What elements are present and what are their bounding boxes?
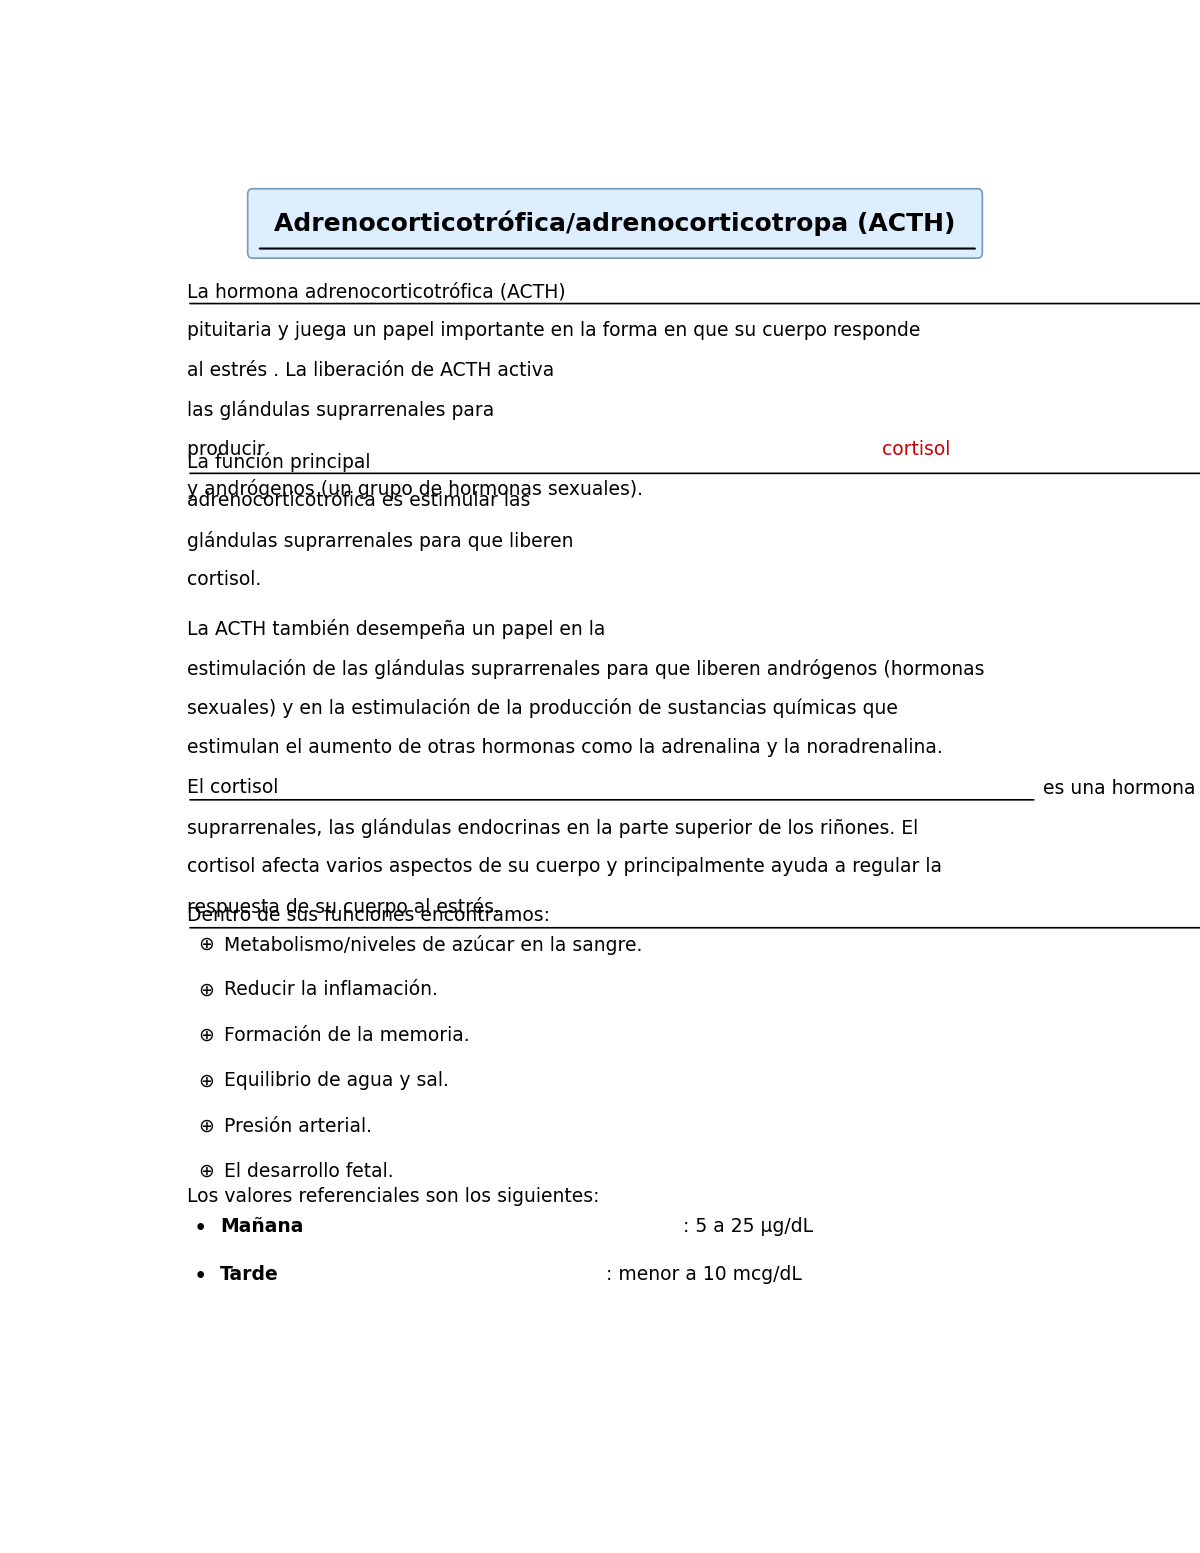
Text: Reducir la inflamación.: Reducir la inflamación. [224,980,438,1000]
Text: Los valores referenciales son los siguientes:: Los valores referenciales son los siguie… [187,1186,600,1207]
Text: es una hormona esteroide que producen y liberan las glándulas: es una hormona esteroide que producen y … [1037,778,1200,798]
Text: Presión arterial.: Presión arterial. [224,1117,372,1135]
Text: : 5 a 25 μg/dL: : 5 a 25 μg/dL [683,1218,814,1236]
Text: al estrés . La liberación de ACTH activa: al estrés . La liberación de ACTH activa [187,360,554,380]
Text: Adrenocorticotrófica/adrenocorticotropa (ACTH): Adrenocorticotrófica/adrenocorticotropa … [275,211,955,236]
Text: respuesta de su cuerpo al estrés.: respuesta de su cuerpo al estrés. [187,896,500,916]
Text: sexuales) y en la estimulación de la producción de sustancias químicas que: sexuales) y en la estimulación de la pro… [187,699,898,717]
Text: La ACTH también desempeña un papel en la: La ACTH también desempeña un papel en la [187,620,606,640]
Text: ⊕: ⊕ [198,1027,214,1045]
Text: El cortisol: El cortisol [187,778,278,797]
Text: y andrógenos (un grupo de hormonas sexuales).: y andrógenos (un grupo de hormonas sexua… [187,480,643,500]
Text: La función principal: La función principal [187,452,371,472]
Text: estimulación de las glándulas suprarrenales para que liberen andrógenos (hormona: estimulación de las glándulas suprarrena… [187,658,985,679]
Text: ⊕: ⊕ [198,1117,214,1135]
Text: adrenocorticotrófica es estimular las: adrenocorticotrófica es estimular las [187,491,530,511]
Text: estimulan el aumento de otras hormonas como la adrenalina y la noradrenalina.: estimulan el aumento de otras hormonas c… [187,738,943,756]
Text: Mañana: Mañana [220,1218,304,1236]
Text: cortisol: cortisol [882,439,950,458]
Text: Formación de la memoria.: Formación de la memoria. [224,1027,470,1045]
Text: La hormona adrenocorticotrófica (ACTH): La hormona adrenocorticotrófica (ACTH) [187,283,566,301]
Text: : menor a 10 mcg/dL: : menor a 10 mcg/dL [606,1266,802,1284]
Text: ⊕: ⊕ [198,1162,214,1182]
Text: pituitaria y juega un papel importante en la forma en que su cuerpo responde: pituitaria y juega un papel importante e… [187,321,920,340]
Text: Dentro de sus funciones encontramos:: Dentro de sus funciones encontramos: [187,907,551,926]
Text: cortisol afecta varios aspectos de su cuerpo y principalmente ayuda a regular la: cortisol afecta varios aspectos de su cu… [187,857,942,876]
Text: Tarde: Tarde [220,1266,278,1284]
Text: glándulas suprarrenales para que liberen: glándulas suprarrenales para que liberen [187,531,574,551]
Text: ⊕: ⊕ [198,1072,214,1090]
Text: producir: producir [187,439,271,458]
Text: •: • [193,1218,208,1241]
Text: suprarrenales, las glándulas endocrinas en la parte superior de los riñones. El: suprarrenales, las glándulas endocrinas … [187,818,918,837]
Text: cortisol.: cortisol. [187,570,262,589]
Text: Metabolismo/niveles de azúcar en la sangre.: Metabolismo/niveles de azúcar en la sang… [224,935,643,955]
Text: El desarrollo fetal.: El desarrollo fetal. [224,1162,394,1182]
FancyBboxPatch shape [247,189,983,258]
Text: las glándulas suprarrenales para: las glándulas suprarrenales para [187,401,494,421]
Text: ⊕: ⊕ [198,980,214,1000]
Text: ⊕: ⊕ [198,935,214,954]
Text: Equilibrio de agua y sal.: Equilibrio de agua y sal. [224,1072,449,1090]
Text: •: • [193,1266,208,1287]
